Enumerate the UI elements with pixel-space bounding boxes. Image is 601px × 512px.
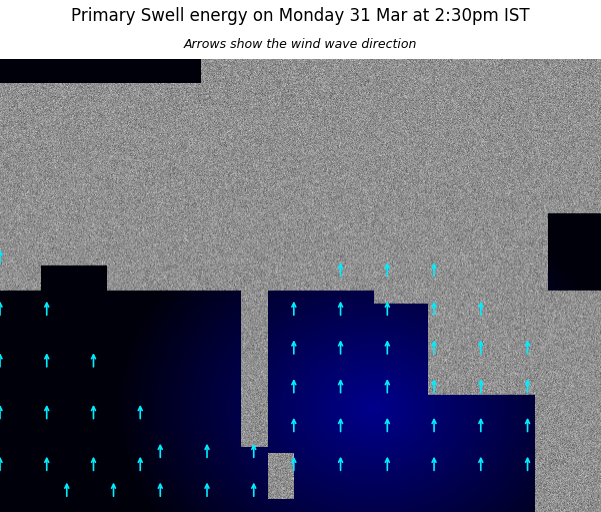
- Text: Arrows show the wind wave direction: Arrows show the wind wave direction: [184, 38, 417, 51]
- Text: Primary Swell energy on Monday 31 Mar at 2:30pm IST: Primary Swell energy on Monday 31 Mar at…: [71, 8, 530, 26]
